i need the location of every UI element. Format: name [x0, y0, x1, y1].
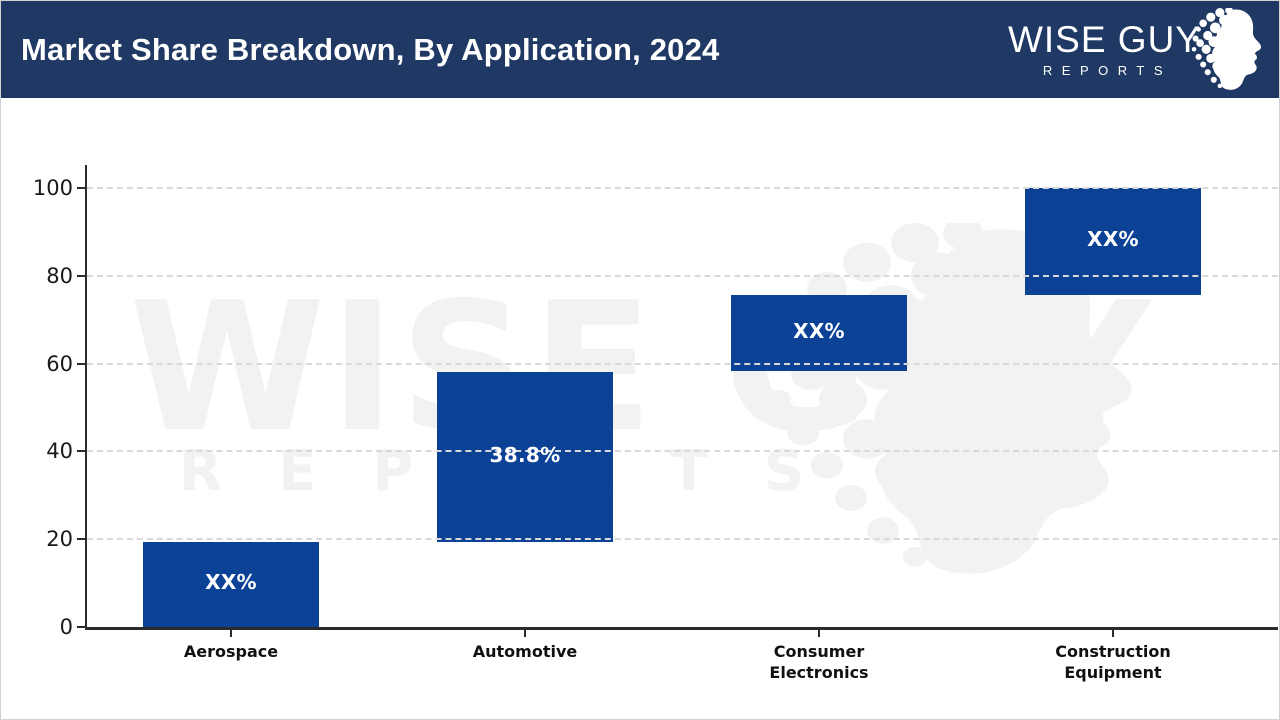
x-category-label: Aerospace: [183, 642, 279, 661]
y-gridline: [87, 187, 1278, 189]
bar: [1025, 188, 1201, 295]
x-tick-mark: [1112, 629, 1114, 637]
y-gridline: [87, 538, 1278, 541]
bar-value-label: XX%: [1087, 227, 1139, 252]
x-category-label: Consumer Electronics: [769, 642, 869, 682]
y-tick-mark: [77, 274, 86, 277]
x-tick-mark: [230, 629, 232, 637]
y-tick-label: 0: [59, 615, 73, 639]
y-tick-mark: [77, 362, 86, 365]
y-tick-label: 100: [32, 176, 73, 200]
y-gridline: [87, 450, 1278, 453]
y-tick-mark: [77, 626, 86, 628]
bar-value-label: XX%: [793, 319, 845, 344]
logo-text-block: WISE GUY REPORTS: [1008, 21, 1201, 78]
y-axis-line: [84, 165, 87, 630]
app-header: Market Share Breakdown, By Application, …: [1, 1, 1279, 98]
x-axis-line: [84, 626, 1278, 630]
logo-tagline-text: REPORTS: [1042, 63, 1173, 78]
x-tick-mark: [524, 629, 526, 637]
y-tick-label: 20: [46, 527, 73, 552]
logo-face-icon: [1191, 7, 1262, 90]
y-tick-label: 60: [46, 351, 73, 376]
y-tick-label: 80: [46, 263, 73, 288]
y-tick-mark: [77, 538, 86, 541]
x-category-label: Automotive: [472, 642, 578, 661]
x-category-label: Construction Equipment: [1055, 642, 1171, 682]
bar: [731, 294, 907, 372]
x-tick-mark: [818, 629, 820, 637]
wiseguy-logo: WISE GUY REPORTS: [1008, 7, 1267, 92]
page-title: Market Share Breakdown, By Application, …: [21, 31, 720, 67]
logo-brand-text: WISE GUY: [1007, 19, 1201, 60]
bar-value-label: XX%: [205, 570, 257, 595]
watermark-brand-text: WISE GUY: [129, 264, 1155, 471]
y-tick-label: 40: [46, 439, 73, 464]
bar: [437, 371, 613, 542]
y-tick-mark: [77, 187, 86, 189]
bar: [143, 541, 319, 627]
bar-value-label: 38.8%: [489, 442, 561, 467]
y-gridline: [87, 274, 1278, 277]
y-gridline: [87, 362, 1278, 365]
y-tick-mark: [77, 450, 86, 453]
